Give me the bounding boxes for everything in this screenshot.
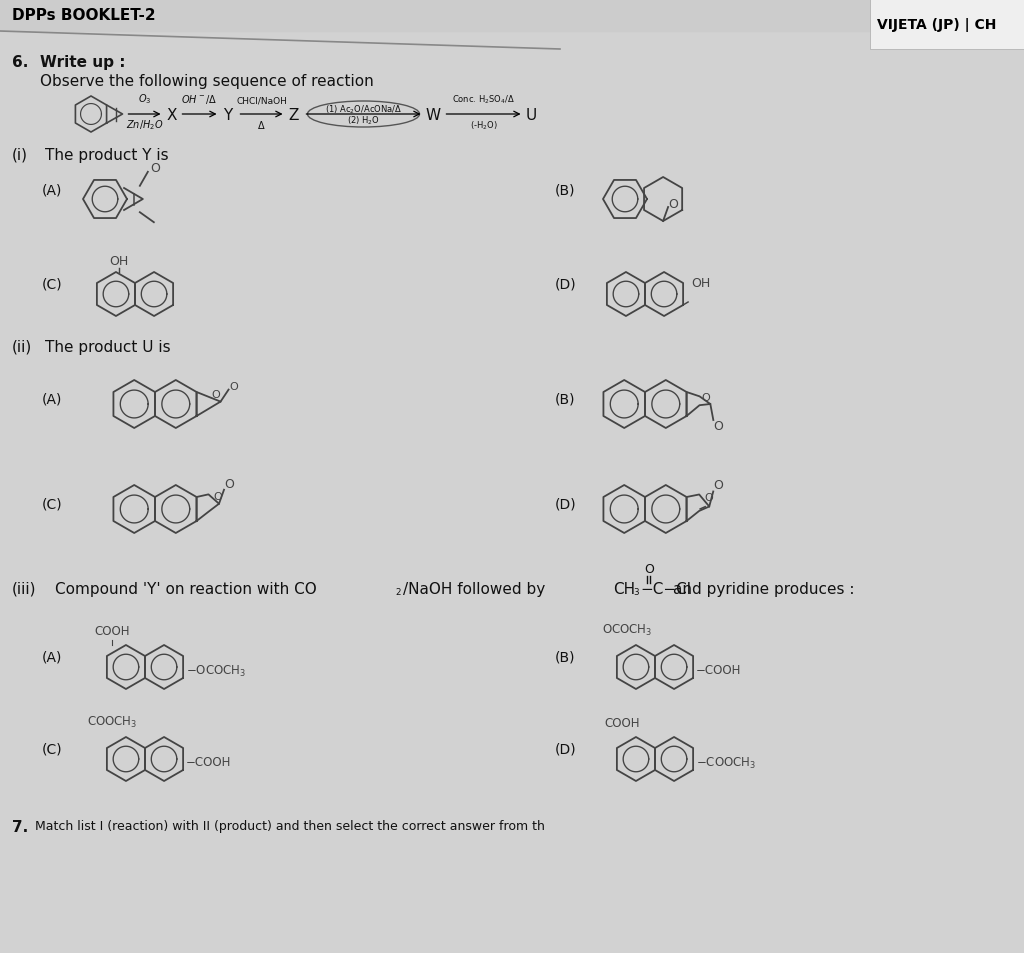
Text: −COOCH$_3$: −COOCH$_3$ xyxy=(696,755,757,770)
Text: Z: Z xyxy=(289,108,299,122)
Text: COOCH$_3$: COOCH$_3$ xyxy=(87,714,137,729)
Text: Write up :: Write up : xyxy=(40,55,126,70)
Text: OCOCH$_3$: OCOCH$_3$ xyxy=(602,622,652,638)
Text: O: O xyxy=(705,493,713,503)
Text: (A): (A) xyxy=(42,183,62,196)
Text: $\Delta$: $\Delta$ xyxy=(257,119,266,131)
Text: Conc. H$_2$SO$_4$/$\Delta$: Conc. H$_2$SO$_4$/$\Delta$ xyxy=(452,93,515,106)
Text: O: O xyxy=(212,390,220,400)
Text: $OH^-/\Delta$: $OH^-/\Delta$ xyxy=(181,92,218,106)
Text: −COOH: −COOH xyxy=(696,664,741,677)
Text: (1) Ac$_2$O/AcONa/$\Delta$: (1) Ac$_2$O/AcONa/$\Delta$ xyxy=(325,104,402,116)
Text: W: W xyxy=(426,108,441,122)
Text: (D): (D) xyxy=(555,277,577,292)
Text: $Zn/H_2O$: $Zn/H_2O$ xyxy=(126,118,163,132)
Text: (B): (B) xyxy=(555,650,575,664)
Text: 6.: 6. xyxy=(12,55,29,70)
Text: (D): (D) xyxy=(555,742,577,757)
Text: $O_3$: $O_3$ xyxy=(138,92,152,106)
Bar xyxy=(870,0,1024,50)
Text: −OCOCH$_3$: −OCOCH$_3$ xyxy=(186,662,247,678)
Text: (i): (i) xyxy=(12,148,28,163)
Text: O: O xyxy=(150,162,160,175)
Text: (ii): (ii) xyxy=(12,339,32,355)
Text: (-H$_2$O): (-H$_2$O) xyxy=(470,119,498,132)
Text: −C−Cl: −C−Cl xyxy=(640,581,691,597)
Text: O: O xyxy=(224,477,233,491)
Text: OH: OH xyxy=(691,277,711,291)
Text: 7.: 7. xyxy=(12,820,29,834)
Text: (B): (B) xyxy=(555,393,575,407)
Text: O: O xyxy=(714,420,723,433)
Text: (C): (C) xyxy=(42,277,62,292)
Text: Match list I (reaction) with II (product) and then select the correct answer fro: Match list I (reaction) with II (product… xyxy=(35,820,545,832)
Text: (iii): (iii) xyxy=(12,581,37,597)
Text: and pyridine produces :: and pyridine produces : xyxy=(673,581,854,597)
Text: DPPs BOOKLET-2: DPPs BOOKLET-2 xyxy=(12,9,156,24)
Text: X: X xyxy=(166,108,177,122)
Text: O: O xyxy=(644,563,654,576)
Text: VIJETA (JP) | CH: VIJETA (JP) | CH xyxy=(877,18,996,32)
Text: O: O xyxy=(714,478,723,492)
Text: Y: Y xyxy=(223,108,232,122)
Bar xyxy=(0,0,870,32)
Text: (C): (C) xyxy=(42,742,62,757)
Text: /NaOH followed by: /NaOH followed by xyxy=(403,581,545,597)
Text: O: O xyxy=(701,393,711,403)
Text: COOH: COOH xyxy=(604,717,640,729)
Text: (B): (B) xyxy=(555,183,575,196)
Text: $_3$: $_3$ xyxy=(633,584,640,598)
Text: O: O xyxy=(229,381,239,391)
Text: CHCl/NaOH: CHCl/NaOH xyxy=(237,97,287,106)
Text: Compound 'Y' on reaction with CO: Compound 'Y' on reaction with CO xyxy=(55,581,316,597)
Text: The product U is: The product U is xyxy=(45,339,171,355)
Text: OH: OH xyxy=(110,254,129,268)
Text: (A): (A) xyxy=(42,650,62,664)
Text: −COOH: −COOH xyxy=(186,756,231,769)
Text: $_2$: $_2$ xyxy=(395,584,401,598)
Text: U: U xyxy=(526,108,538,122)
Text: (2) H$_2$O: (2) H$_2$O xyxy=(347,114,380,127)
Text: (D): (D) xyxy=(555,497,577,512)
Text: CH: CH xyxy=(613,581,635,597)
Text: (A): (A) xyxy=(42,393,62,407)
Text: O: O xyxy=(668,197,678,211)
Text: Observe the following sequence of reaction: Observe the following sequence of reacti… xyxy=(40,74,374,89)
Text: O: O xyxy=(213,492,222,502)
Text: The product Y is: The product Y is xyxy=(45,148,169,163)
Text: (C): (C) xyxy=(42,497,62,512)
Text: COOH: COOH xyxy=(94,624,130,638)
